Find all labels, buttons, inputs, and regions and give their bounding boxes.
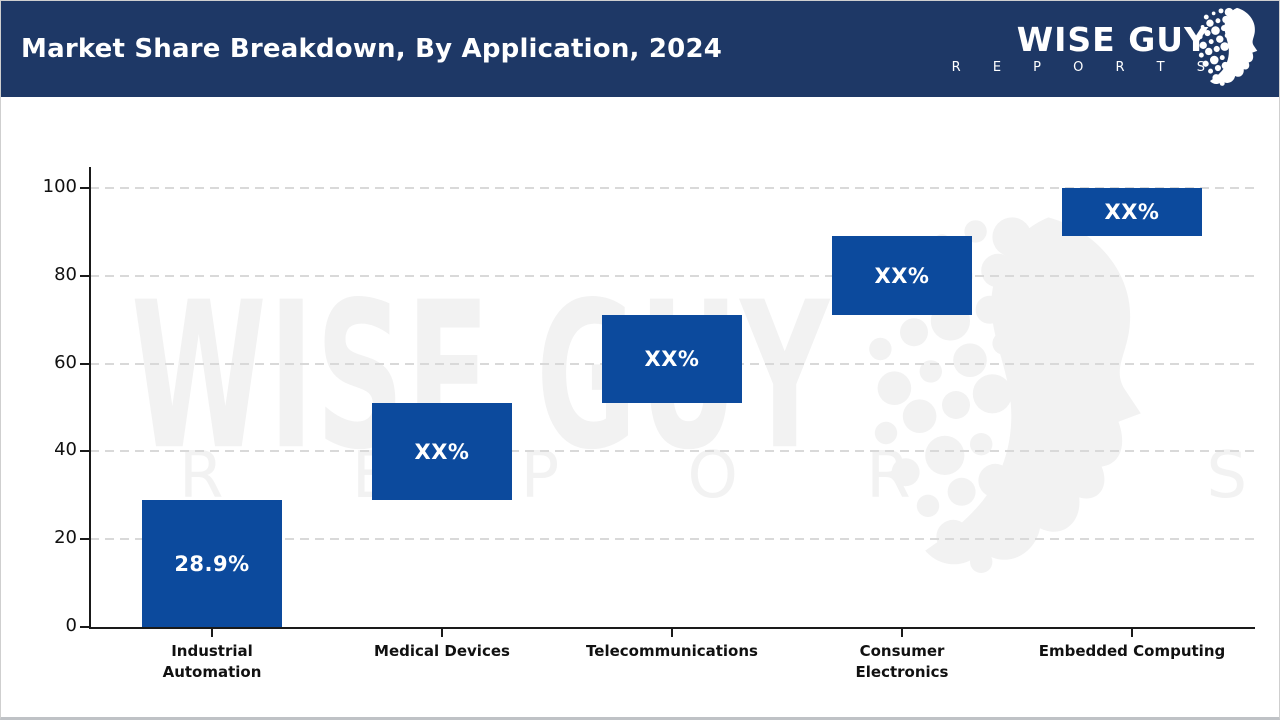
x-tick-mark-medical-devices bbox=[441, 629, 443, 637]
bar-value-label: XX% bbox=[874, 263, 930, 288]
y-tick-label-0: 0 bbox=[65, 615, 77, 636]
y-tick-mark-60 bbox=[80, 362, 89, 365]
gridline-100 bbox=[90, 187, 1254, 189]
y-tick-label-20: 20 bbox=[54, 527, 77, 549]
y-tick-mark-100 bbox=[80, 187, 89, 189]
bar-value-label: XX% bbox=[414, 439, 470, 464]
header: Market Share Breakdown, By Application, … bbox=[1, 1, 1279, 97]
bar-consumer-electronics: XX% bbox=[832, 236, 972, 315]
y-tick-mark-20 bbox=[80, 538, 89, 541]
chart-area: WISE GUY R E P O R T S 0 20 40 60 80 100 28.9%… bbox=[1, 97, 1279, 717]
gridline-80 bbox=[90, 274, 1254, 277]
logo-wordmark-line2: R E P O R T S bbox=[951, 60, 1219, 75]
x-tick-mark-embedded-computing bbox=[1131, 629, 1133, 637]
y-tick-label-80: 80 bbox=[54, 263, 77, 285]
y-tick-label-60: 60 bbox=[54, 351, 77, 373]
bar-value-label: 28.9% bbox=[174, 551, 250, 576]
x-category-label-consumer-electronics: Consumer Electronics bbox=[855, 642, 949, 681]
y-axis-line bbox=[89, 167, 91, 629]
x-category-label-industrial-automation: Industrial Automation bbox=[162, 642, 262, 681]
y-tick-mark-80 bbox=[80, 274, 89, 277]
brand-logo: WISE GUY R E P O R T S bbox=[952, 6, 1263, 92]
x-tick-mark-industrial-automation bbox=[211, 629, 213, 637]
y-tick-label-40: 40 bbox=[54, 439, 77, 461]
logo-wordmark: WISE GUY R E P O R T S bbox=[952, 20, 1209, 76]
gridline-40 bbox=[90, 450, 1254, 453]
page-title: Market Share Breakdown, By Application, … bbox=[21, 34, 723, 64]
logo-wordmark-line1: WISE GUY bbox=[1016, 20, 1209, 59]
bar-embedded-computing: XX% bbox=[1062, 188, 1202, 237]
x-category-label-telecommunications: Telecommunications bbox=[586, 642, 758, 660]
bar-industrial-automation: 28.9% bbox=[142, 500, 282, 627]
gridline-20 bbox=[90, 538, 1254, 541]
x-category-label-embedded-computing: Embedded Computing bbox=[1038, 642, 1226, 660]
bar-value-label: XX% bbox=[644, 346, 700, 371]
x-category-label-medical-devices: Medical Devices bbox=[374, 642, 510, 660]
bar-value-label: XX% bbox=[1104, 200, 1160, 225]
x-tick-mark-consumer-electronics bbox=[901, 629, 903, 637]
y-tick-mark-0 bbox=[80, 626, 89, 628]
x-axis-line bbox=[89, 627, 1255, 629]
bar-medical-devices: XX% bbox=[372, 403, 512, 501]
y-tick-mark-40 bbox=[80, 450, 89, 453]
x-tick-mark-telecommunications bbox=[671, 629, 673, 637]
bar-telecommunications: XX% bbox=[602, 314, 742, 404]
logo-face-icon bbox=[1195, 6, 1263, 92]
y-tick-label-100: 100 bbox=[42, 176, 77, 197]
